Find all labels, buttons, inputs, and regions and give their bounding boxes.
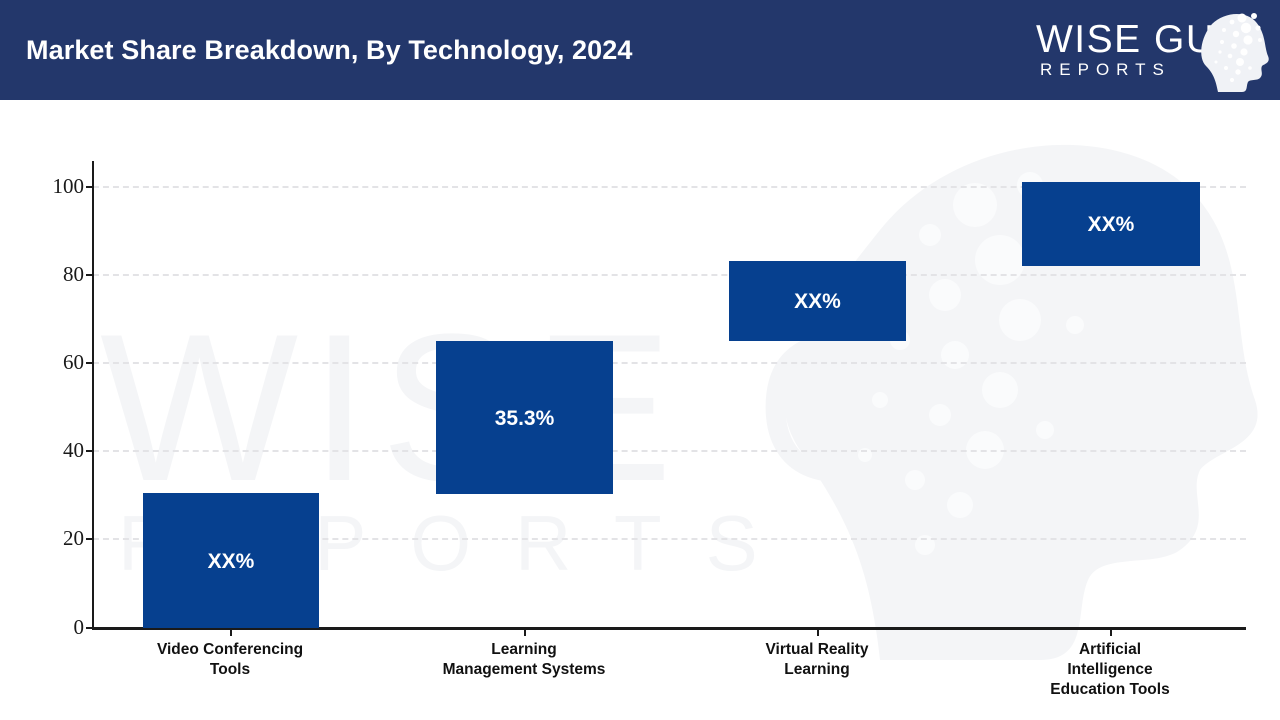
- gridline-20: [93, 538, 1246, 540]
- bar-label-video-conferencing-tools: XX%: [207, 550, 255, 573]
- dotted-head-logo-icon: [1201, 13, 1269, 92]
- gridline-80: [93, 274, 1246, 276]
- x-axis-label-video-conferencing-tools: Video Conferencing Tools: [110, 640, 350, 680]
- x-tick-mark-1: [524, 628, 526, 636]
- page-title: Market Share Breakdown, By Technology, 2…: [26, 34, 633, 65]
- x-label-line: Tools: [209, 661, 251, 678]
- x-tick-mark-3: [1110, 628, 1112, 636]
- y-tick-mark-0: [86, 627, 93, 629]
- x-axis-label-learning-management-systems: Learning Management Systems: [394, 640, 654, 680]
- x-label-line: Artificial: [1078, 641, 1141, 658]
- y-tick-label-80: 80: [63, 262, 84, 286]
- gridline-60: [93, 362, 1246, 364]
- x-tick-mark-2: [817, 628, 819, 636]
- y-tick-mark-100: [86, 186, 93, 188]
- x-label-line: Learning: [784, 661, 850, 678]
- x-label-line: Intelligence: [1067, 661, 1153, 678]
- chart-plot-area: WISE GUY REPORTS: [0, 100, 1280, 720]
- wise-guy-reports-logo: WISE GUY REPORTS: [1022, 4, 1272, 96]
- y-tick-label-40: 40: [63, 438, 84, 462]
- x-label-line: Education Tools: [1050, 681, 1170, 698]
- y-tick-label-0: 0: [73, 615, 85, 639]
- y-tick-label-20: 20: [63, 526, 84, 550]
- bar-artificial-intelligence-education-tools[interactable]: [1022, 182, 1200, 266]
- y-tick-label-100: 100: [52, 174, 85, 198]
- gridline-100: [93, 186, 1246, 188]
- bar-label-learning-management-systems: 35.3%: [494, 407, 555, 430]
- y-tick-mark-20: [86, 538, 93, 540]
- svg-text:WISE GUY: WISE GUY: [100, 290, 1246, 525]
- bar-virtual-reality-learning[interactable]: [729, 261, 906, 341]
- logo-sub-text: REPORTS: [1040, 60, 1171, 79]
- bar-label-artificial-intelligence-education-tools: XX%: [1087, 213, 1135, 236]
- bar-label-virtual-reality-learning: XX%: [794, 290, 841, 313]
- y-axis-line: [92, 161, 94, 629]
- x-label-line: Video Conferencing: [156, 641, 304, 658]
- bar-video-conferencing-tools[interactable]: [143, 493, 319, 628]
- x-axis-label-artificial-intelligence-education-tools: Artificial Intelligence Education Tools: [990, 640, 1230, 700]
- y-tick-label-60: 60: [63, 350, 84, 374]
- y-tick-mark-40: [86, 450, 93, 452]
- x-label-line: Management Systems: [442, 661, 606, 678]
- x-tick-mark-0: [230, 628, 232, 636]
- x-axis-line: [92, 627, 1246, 630]
- x-label-line: Learning: [491, 641, 557, 658]
- bar-learning-management-systems[interactable]: [436, 341, 613, 494]
- gridline-40: [93, 450, 1246, 452]
- y-tick-mark-60: [86, 362, 93, 364]
- y-tick-mark-80: [86, 274, 93, 276]
- chart-header: Market Share Breakdown, By Technology, 2…: [0, 0, 1280, 100]
- x-axis-label-virtual-reality-learning: Virtual Reality Learning: [697, 640, 937, 680]
- x-label-line: Virtual Reality: [765, 641, 869, 658]
